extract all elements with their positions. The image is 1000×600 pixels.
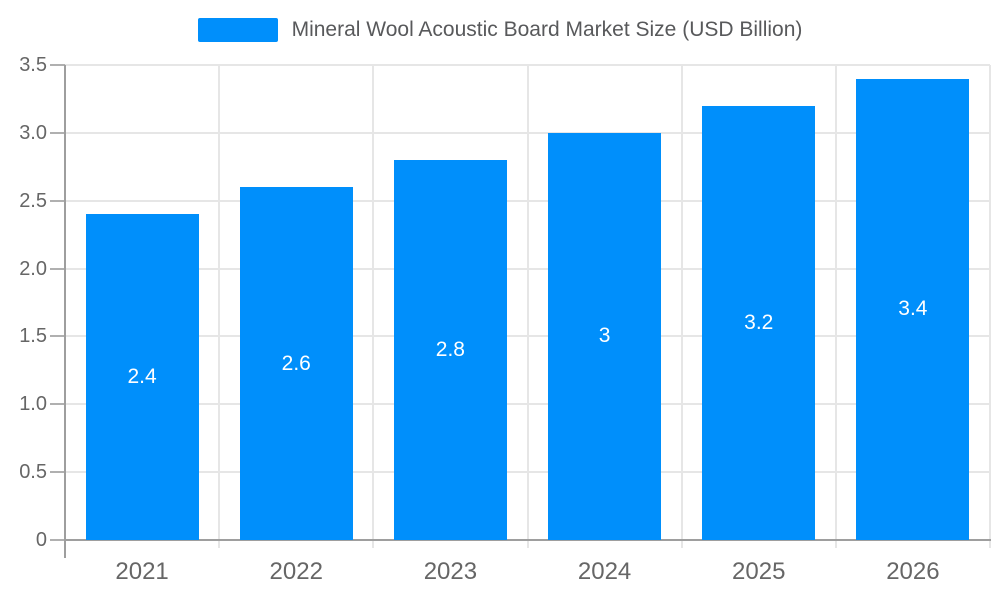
x-axis-tick	[218, 540, 221, 548]
gridline	[834, 65, 837, 540]
gridline	[989, 65, 991, 540]
x-axis-line	[64, 539, 991, 541]
bar-value-label: 2.4	[127, 365, 157, 389]
gridline	[372, 65, 375, 540]
y-tick-label: 0.5	[19, 461, 47, 484]
y-axis-tick	[50, 403, 65, 406]
x-tick-label: 2022	[269, 558, 323, 585]
bar-2025[interactable]	[702, 105, 816, 540]
y-axis-tick	[50, 335, 65, 338]
bar-value-label: 3	[598, 324, 611, 348]
x-axis-tick	[680, 540, 683, 548]
legend-swatch-icon	[197, 18, 278, 42]
bar-2023[interactable]	[393, 160, 507, 540]
x-tick-label: 2025	[732, 558, 786, 585]
y-tick-label: 0	[35, 529, 47, 551]
y-axis-tick	[50, 471, 65, 474]
x-axis-tick	[834, 540, 837, 548]
y-tick-label: 3.0	[19, 121, 47, 144]
y-axis-line	[64, 65, 66, 558]
y-axis-tick	[50, 199, 65, 202]
bar-value-label: 2.6	[281, 351, 311, 375]
chart-title: Mineral Wool Acoustic Board Market Size …	[291, 18, 803, 41]
bar-2021[interactable]	[85, 214, 199, 540]
x-tick-label: 2021	[115, 558, 169, 585]
bar-2026[interactable]	[856, 78, 970, 540]
y-tick-label: 2.5	[19, 189, 47, 212]
y-axis-tick	[50, 539, 65, 541]
x-axis-tick	[372, 540, 375, 548]
gridline	[526, 65, 529, 540]
bar-value-label: 2.8	[435, 338, 465, 361]
bar-2024[interactable]	[548, 132, 662, 540]
y-axis-tick	[50, 131, 65, 134]
bar-value-label: 3.4	[898, 297, 928, 321]
gridline	[680, 65, 683, 540]
gridline	[218, 65, 221, 540]
y-tick-label: 2.0	[19, 257, 47, 280]
x-axis-tick	[526, 540, 529, 548]
y-axis-tick	[50, 64, 65, 66]
y-tick-label: 1.5	[19, 325, 47, 348]
x-axis-tick	[989, 540, 991, 548]
x-tick-label: 2023	[423, 558, 478, 585]
bar-value-label: 3.2	[744, 310, 774, 334]
legend-item[interactable]: Mineral Wool Acoustic Board Market Size …	[0, 18, 1000, 42]
x-tick-label: 2024	[577, 558, 632, 585]
y-axis-tick	[50, 267, 65, 270]
x-tick-label: 2026	[886, 558, 940, 585]
y-tick-label: 1.0	[19, 393, 47, 416]
y-tick-label: 3.5	[19, 54, 47, 76]
bar-2022[interactable]	[239, 187, 353, 540]
